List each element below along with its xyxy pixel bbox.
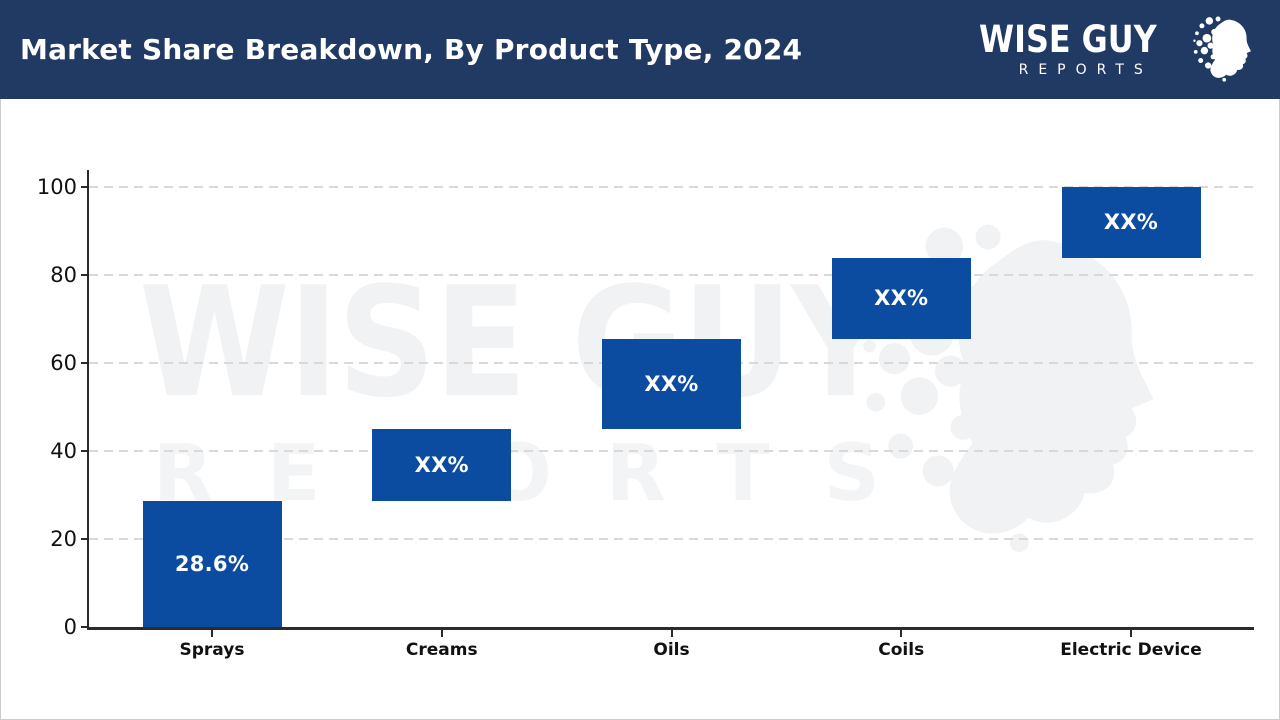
y-gridline	[89, 274, 1254, 276]
y-axis-tick	[81, 626, 89, 628]
x-axis-category-label: Sprays	[179, 640, 245, 660]
bar-value-label: 28.6%	[174, 552, 250, 577]
wiseguy-logo-text: WISE GUY REPORTS	[979, 21, 1186, 78]
watermark-brand-text: WISE GUY	[139, 254, 890, 431]
bar-value-label: XX%	[414, 453, 469, 478]
x-axis-line	[89, 627, 1254, 630]
y-axis-tick-label: 20	[50, 527, 77, 551]
bar-creams: XX%	[372, 429, 512, 502]
y-axis-tick	[81, 538, 89, 540]
header-bar: Market Share Breakdown, By Product Type,…	[0, 0, 1280, 99]
bar-value-label: XX%	[874, 286, 929, 311]
bar-value-label: XX%	[644, 371, 699, 396]
bar-electric-device: XX%	[1061, 187, 1201, 258]
x-axis-category-label: Coils	[878, 640, 925, 660]
x-axis-category-label: Electric Device	[1060, 640, 1202, 660]
y-gridline	[89, 450, 1254, 452]
bar-coils: XX%	[831, 257, 971, 339]
y-axis-tick-label: 100	[36, 175, 77, 199]
x-axis-tick	[440, 630, 443, 637]
x-axis-category-label: Oils	[653, 640, 690, 660]
chart-title: Market Share Breakdown, By Product Type,…	[20, 33, 803, 66]
y-axis-tick	[81, 450, 89, 452]
x-axis-tick	[670, 630, 673, 637]
chart-canvas: WISE GUY REPORTS 0 20 40 60 80 100 28.6% Sprays…	[0, 99, 1280, 720]
y-axis-line	[87, 170, 89, 630]
x-axis-category-label: Creams	[405, 640, 478, 660]
y-axis-tick-label: 80	[50, 263, 77, 287]
bar-sprays: 28.6%	[142, 501, 282, 627]
bar-oils: XX%	[602, 338, 741, 429]
wiseguy-face-icon	[1193, 16, 1251, 82]
bar-value-label: XX%	[1103, 210, 1159, 235]
y-axis-tick	[81, 186, 89, 188]
y-axis-tick	[81, 362, 89, 364]
y-axis-tick-label: 60	[50, 351, 77, 375]
x-axis-tick	[900, 630, 903, 637]
y-gridline	[89, 538, 1254, 540]
y-gridline	[89, 186, 1254, 188]
y-axis-tick-label: 0	[63, 615, 77, 639]
wiseguy-logo: WISE GUY REPORTS	[979, 15, 1254, 85]
x-axis-tick	[211, 630, 213, 637]
x-axis-tick	[1130, 630, 1132, 637]
y-axis-tick-label: 40	[50, 439, 77, 463]
logo-brand-text: WISE GUY	[979, 18, 1158, 61]
y-axis-tick	[81, 274, 89, 276]
watermark-sub-text: REPORTS	[153, 429, 934, 519]
logo-sub-text: REPORTS	[1018, 62, 1153, 78]
